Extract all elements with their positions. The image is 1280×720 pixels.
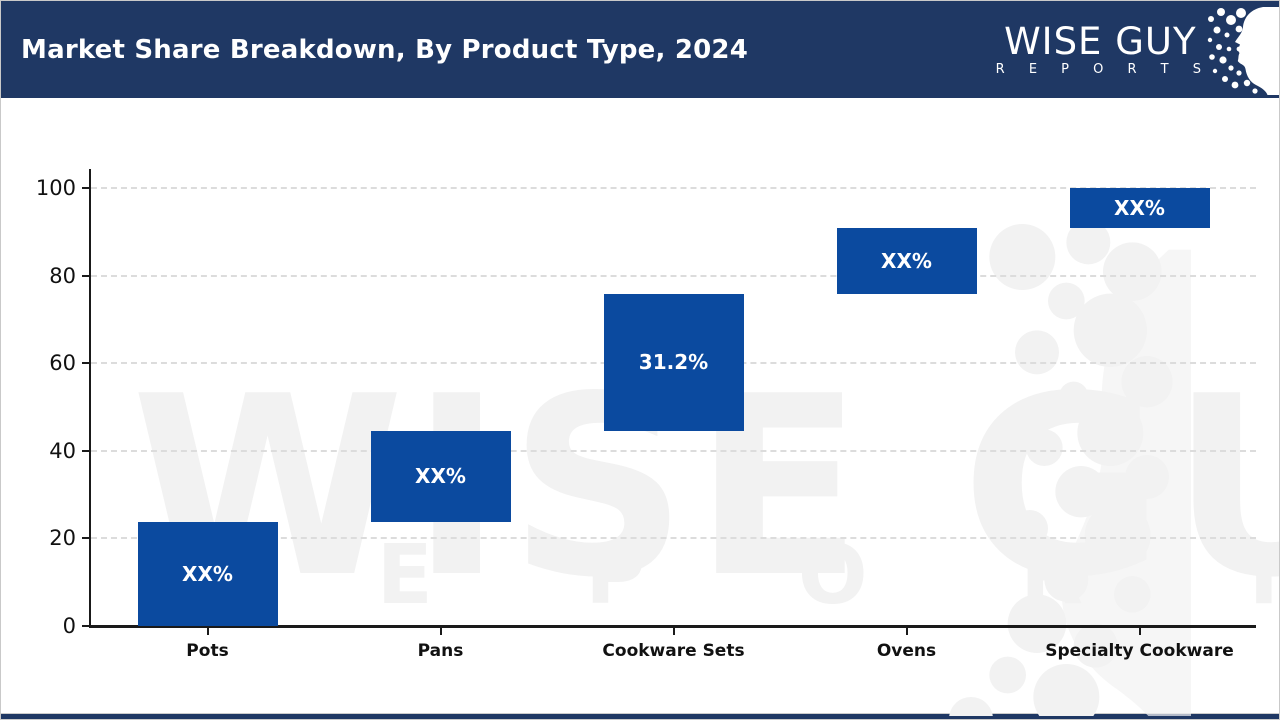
brand-subname: R E P O R T S <box>995 62 1211 77</box>
brand-logo: WISE GUY R E P O R T S <box>996 1 1279 98</box>
ytick-label-0: 0 <box>62 614 76 638</box>
ytick-label-20: 20 <box>49 526 76 551</box>
page-title: Market Share Breakdown, By Product Type,… <box>21 34 748 65</box>
gridline-40 <box>91 449 1256 452</box>
ytick-label-100: 100 <box>35 176 76 200</box>
gridline-20 <box>91 537 1256 540</box>
bar-value-label: XX% <box>415 464 466 489</box>
bar-pots: XX% <box>137 521 278 626</box>
category-label-0: Pots <box>186 641 229 661</box>
brand-logo-text: WISE GUY R E P O R T S <box>990 20 1211 78</box>
bar-ovens: XX% <box>836 227 977 294</box>
xtick-mark-1 <box>439 628 442 635</box>
bar-cookware-sets: 31.2% <box>603 293 744 431</box>
header-bar: Market Share Breakdown, By Product Type,… <box>1 1 1279 98</box>
wiseguy-face-icon <box>1207 7 1279 95</box>
bar-specialty-cookware: XX% <box>1069 188 1210 228</box>
category-label-4: Specialty Cookware <box>1045 641 1234 661</box>
category-label-1: Pans <box>417 641 464 661</box>
ytick-label-40: 40 <box>49 438 76 463</box>
ytick-mark-60 <box>82 362 91 365</box>
ytick-label-60: 60 <box>49 351 76 376</box>
footer-divider <box>1 713 1279 714</box>
x-axis <box>89 625 1256 628</box>
gridline-80 <box>91 274 1256 277</box>
ytick-mark-80 <box>82 274 91 277</box>
ytick-mark-0 <box>82 625 91 627</box>
y-axis <box>89 169 91 628</box>
bar-value-label: XX% <box>182 561 233 586</box>
xtick-mark-0 <box>206 628 209 635</box>
category-label-3: Ovens <box>876 641 937 661</box>
bar-pans: XX% <box>370 430 511 522</box>
bar-value-label: XX% <box>1114 195 1165 220</box>
xtick-mark-2 <box>672 628 675 635</box>
ytick-mark-40 <box>82 449 91 452</box>
gridline-100 <box>91 187 1256 189</box>
brand-name: WISE GUY <box>1004 20 1197 63</box>
ytick-mark-20 <box>82 537 91 540</box>
ytick-label-80: 80 <box>49 263 76 288</box>
bar-value-label: XX% <box>881 248 932 273</box>
xtick-mark-4 <box>1138 628 1141 635</box>
footer-bar <box>1 714 1279 719</box>
category-label-2: Cookware Sets <box>602 641 745 661</box>
ytick-mark-100 <box>82 187 91 189</box>
bar-value-label: 31.2% <box>638 350 709 375</box>
xtick-mark-3 <box>905 628 908 635</box>
